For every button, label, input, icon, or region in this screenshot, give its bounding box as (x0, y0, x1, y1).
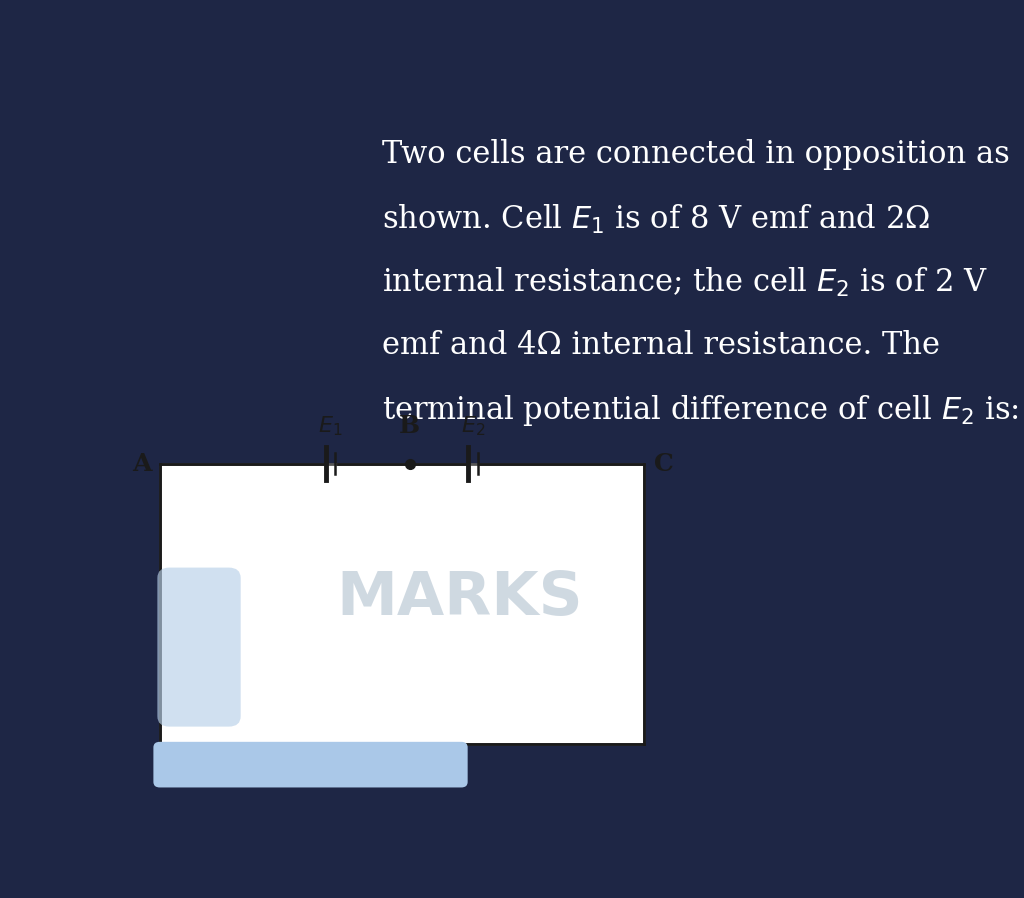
Text: emf and 4Ω internal resistance. The: emf and 4Ω internal resistance. The (382, 330, 940, 361)
FancyBboxPatch shape (160, 464, 644, 744)
Text: shown. Cell $E_1$ is of 8 V emf and 2Ω: shown. Cell $E_1$ is of 8 V emf and 2Ω (382, 202, 930, 235)
Text: terminal potential difference of cell $E_2$ is:: terminal potential difference of cell $E… (382, 393, 1019, 428)
Text: C: C (653, 452, 674, 476)
Text: A: A (132, 452, 152, 476)
FancyBboxPatch shape (158, 568, 241, 726)
Text: JEE Main 2024 (30 Jan Shift 1): JEE Main 2024 (30 Jan Shift 1) (144, 754, 476, 775)
Text: $E_2$: $E_2$ (461, 414, 485, 437)
FancyBboxPatch shape (154, 742, 468, 788)
Text: $E_1$: $E_1$ (318, 414, 343, 437)
Text: B: B (399, 414, 420, 437)
Text: MARKS: MARKS (337, 568, 584, 628)
Text: internal resistance; the cell $E_2$ is of 2 V: internal resistance; the cell $E_2$ is o… (382, 266, 988, 299)
Text: Two cells are connected in opposition as: Two cells are connected in opposition as (382, 139, 1010, 170)
